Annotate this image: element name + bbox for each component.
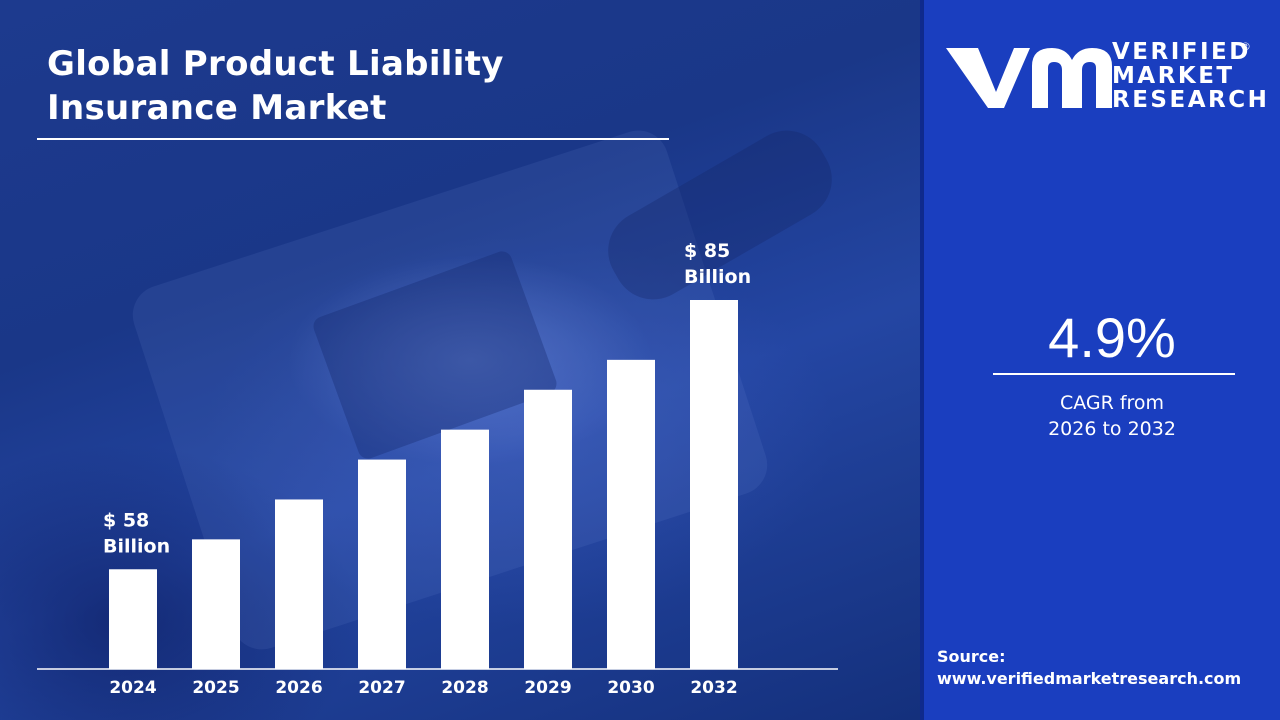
page-title: Global Product Liability Insurance Marke… [47, 42, 504, 130]
source-note: Source: www.verifiedmarketresearch.com [937, 646, 1241, 690]
source-label: Source: [937, 647, 1006, 666]
source-url[interactable]: www.verifiedmarketresearch.com [937, 669, 1242, 688]
x-tick-label-2025: 2025 [192, 678, 239, 698]
logo-line-1: VERIFIED [1112, 39, 1251, 65]
title-underline [37, 138, 669, 140]
data-label-value-2024: $ 58 [103, 509, 149, 531]
bar-2029 [524, 389, 572, 669]
title-line-2: Insurance Market [47, 88, 387, 128]
title-line-1: Global Product Liability [47, 44, 504, 84]
cagr-value: 4.9% [1048, 306, 1176, 369]
cagr-label-line-2: 2026 to 2032 [1048, 418, 1176, 440]
data-label-value-2032: $ 85 [684, 240, 730, 262]
panel-divider [920, 0, 924, 720]
x-tick-label-2024: 2024 [109, 678, 156, 698]
bar-2025 [192, 539, 240, 669]
bar-2024 [109, 569, 157, 669]
data-label-unit-2032: Billion [684, 266, 751, 288]
bar-2027 [358, 459, 406, 669]
cagr-label: CAGR from 2026 to 2032 [920, 390, 1280, 442]
logo-line-2: MARKET [1112, 63, 1235, 89]
x-tick-label-2030: 2030 [607, 678, 654, 698]
data-label-unit-2024: Billion [103, 535, 170, 557]
cagr-divider [993, 373, 1235, 375]
x-tick-label-2029: 2029 [524, 678, 571, 698]
bar-2032 [690, 300, 738, 669]
bar-2028 [441, 429, 489, 669]
cagr-label-line-1: CAGR from [1059, 392, 1165, 414]
info-panel: VERIFIED MARKET RESEARCH ® 4.9% CAGR fro… [920, 0, 1280, 720]
bar-chart: 2024 2025 2026 2027 2028 2029 2030 2032 $ 58 Bill… [0, 0, 920, 720]
x-tick-label-2028: 2028 [441, 678, 488, 698]
vmr-logo-icon [946, 48, 1112, 108]
bar-2030 [607, 359, 655, 669]
chart-panel: Global Product Liability Insurance Marke… [0, 0, 920, 720]
registered-mark: ® [1240, 40, 1251, 53]
bar-2026 [275, 499, 323, 669]
x-tick-label-2026: 2026 [275, 678, 322, 698]
x-tick-label-2027: 2027 [358, 678, 405, 698]
logo-wordmark: VERIFIED MARKET RESEARCH [1112, 40, 1269, 112]
logo-line-3: RESEARCH [1112, 87, 1270, 113]
x-tick-label-2032: 2032 [690, 678, 737, 698]
